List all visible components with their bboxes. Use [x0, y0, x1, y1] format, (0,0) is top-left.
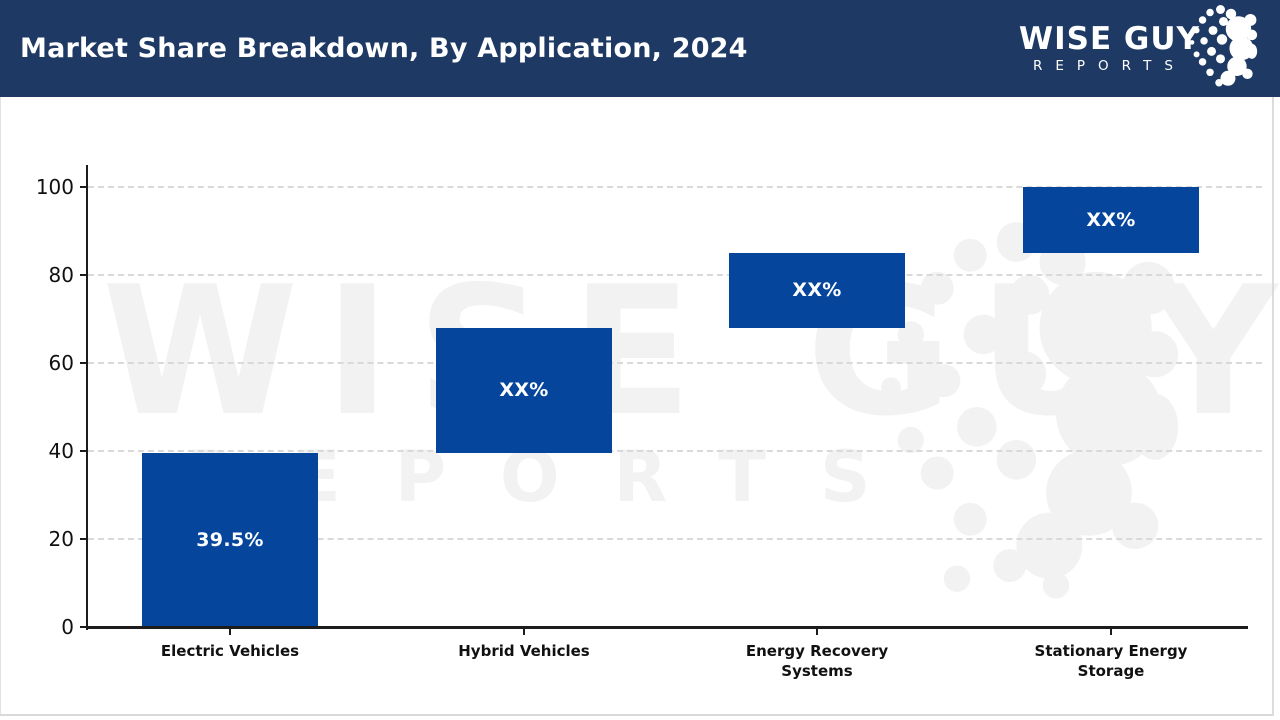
x-tick-label: Energy Recovery Systems: [745, 642, 889, 680]
x-tick-mark: [523, 627, 525, 635]
logo-face-icon: [1189, 4, 1258, 87]
bar-value-label: 39.5%: [196, 529, 264, 552]
y-tick-mark: [80, 450, 88, 452]
left-border-line: [0, 97, 1, 714]
y-axis-line: [86, 165, 88, 630]
gridline: [88, 274, 1262, 276]
x-tick-mark: [1110, 627, 1112, 635]
logo-wordmark: WISE GUY: [1018, 20, 1200, 57]
wiseguy-logo: WISE GUY REPORTS: [1019, 4, 1260, 91]
x-tick-label: Hybrid Vehicles: [458, 642, 590, 660]
y-tick-label: 60: [48, 351, 74, 375]
bar-value-label: XX%: [1086, 209, 1136, 231]
x-tick-mark: [229, 627, 231, 635]
bottom-border-line: [0, 714, 1274, 716]
plot-area: 0 20 40 60 80 100 39.5% Electric Vehicles XX% Hyb…: [0, 97, 1280, 720]
y-tick-label: 100: [35, 175, 74, 199]
x-tick-mark: [816, 627, 818, 635]
bar: [1023, 187, 1199, 253]
bar: [142, 453, 318, 627]
bar: [729, 253, 905, 328]
gridline: [88, 450, 1262, 452]
header-bar: Market Share Breakdown, By Application, …: [0, 0, 1280, 97]
gridline: [88, 538, 1262, 540]
y-tick-label: 80: [48, 263, 74, 287]
x-axis-line: [86, 626, 1248, 629]
bar-value-label: XX%: [792, 279, 842, 302]
bar: [436, 327, 612, 454]
y-tick-mark: [80, 362, 88, 364]
x-tick-label: Electric Vehicles: [160, 642, 300, 660]
gridline: [88, 362, 1262, 364]
y-tick-label: 20: [48, 527, 74, 551]
y-tick-label: 0: [61, 615, 74, 639]
gridline: [88, 186, 1262, 188]
logo-subtitle: REPORTS: [1033, 58, 1186, 75]
bar-value-label: XX%: [499, 379, 549, 402]
y-tick-mark: [80, 274, 88, 276]
y-tick-label: 40: [48, 439, 74, 463]
y-tick-mark: [80, 626, 88, 628]
right-border-line: [1272, 97, 1274, 716]
y-tick-mark: [80, 538, 88, 540]
x-tick-label: Stationary Energy Storage: [1034, 642, 1188, 680]
page-title: Market Share Breakdown, By Application, …: [20, 33, 748, 64]
watermark-face-icon: [881, 222, 1179, 599]
logo-text: WISE GUY REPORTS: [1019, 23, 1200, 75]
y-tick-mark: [80, 186, 88, 188]
